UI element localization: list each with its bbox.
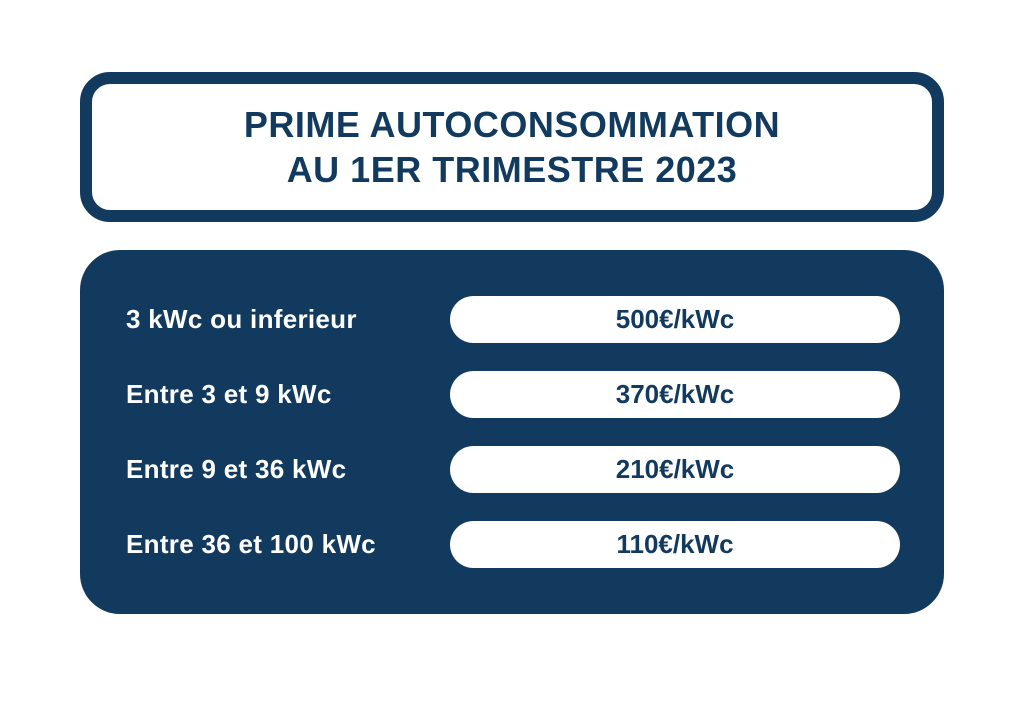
title-line-2: AU 1ER TRIMESTRE 2023 [116,147,908,192]
range-label: Entre 36 et 100 kWc [120,529,430,560]
table-row: Entre 36 et 100 kWc 110€/kWc [120,521,900,568]
table-row: Entre 9 et 36 kWc 210€/kWc [120,446,900,493]
range-label: Entre 9 et 36 kWc [120,454,430,485]
title-box: PRIME AUTOCONSOMMATION AU 1ER TRIMESTRE … [80,72,944,222]
rate-table: 3 kWc ou inferieur 500€/kWc Entre 3 et 9… [80,250,944,614]
range-label: 3 kWc ou inferieur [120,304,430,335]
range-label: Entre 3 et 9 kWc [120,379,430,410]
rate-pill: 370€/kWc [450,371,900,418]
title-line-1: PRIME AUTOCONSOMMATION [116,102,908,147]
table-row: Entre 3 et 9 kWc 370€/kWc [120,371,900,418]
table-row: 3 kWc ou inferieur 500€/kWc [120,296,900,343]
rate-pill: 500€/kWc [450,296,900,343]
rate-pill: 110€/kWc [450,521,900,568]
rate-pill: 210€/kWc [450,446,900,493]
